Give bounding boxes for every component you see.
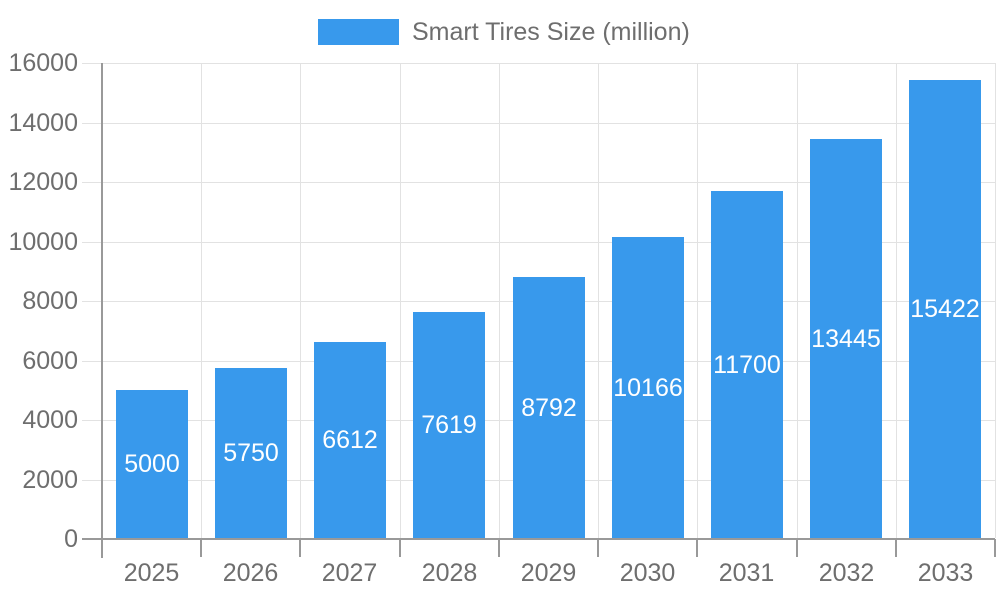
y-axis-tick-label: 2000	[22, 466, 78, 494]
x-axis-tick-label: 2030	[619, 559, 676, 587]
y-grid-line	[82, 123, 995, 124]
legend-label: Smart Tires Size (million)	[412, 18, 690, 46]
x-grid-line	[896, 63, 897, 538]
x-grid-line	[400, 63, 401, 538]
y-grid-line	[82, 182, 995, 183]
legend-swatch-icon	[318, 19, 399, 45]
x-axis-tick	[796, 539, 798, 557]
y-axis-tick-label: 8000	[22, 287, 78, 315]
y-axis-tick-label: 0	[64, 525, 78, 553]
x-grid-line	[300, 63, 301, 538]
x-axis-line	[82, 538, 995, 540]
y-axis-line	[101, 63, 103, 558]
bar-value-label: 5000	[124, 450, 180, 478]
y-grid-line	[82, 63, 995, 64]
x-grid-line	[697, 63, 698, 538]
x-axis-tick	[299, 539, 301, 557]
x-grid-line	[797, 63, 798, 538]
x-grid-line	[201, 63, 202, 538]
x-axis-tick-label: 2025	[123, 559, 180, 587]
bar[interactable]: 8792	[513, 277, 585, 538]
bar[interactable]: 13445	[810, 139, 882, 538]
x-grid-line	[995, 63, 996, 538]
y-axis-tick-label: 4000	[22, 406, 78, 434]
y-axis-tick-label: 12000	[8, 168, 78, 196]
x-axis-tick-label: 2033	[917, 559, 974, 587]
bar-value-label: 15422	[910, 295, 980, 323]
bar[interactable]: 6612	[314, 342, 386, 538]
x-axis-tick-label: 2027	[321, 559, 378, 587]
bar-value-label: 6612	[322, 426, 378, 454]
x-axis-tick-label: 2029	[520, 559, 577, 587]
bar-value-label: 5750	[223, 439, 279, 467]
bar[interactable]: 5000	[116, 390, 188, 538]
y-axis-tick-label: 6000	[22, 347, 78, 375]
y-axis-tick-label: 10000	[8, 228, 78, 256]
x-axis-tick	[895, 539, 897, 557]
bar-value-label: 8792	[521, 393, 577, 422]
x-axis-tick	[597, 539, 599, 557]
x-axis-tick	[399, 539, 401, 557]
bar[interactable]: 15422	[909, 80, 981, 538]
y-axis-tick-label: 14000	[8, 109, 78, 137]
y-grid-line	[82, 242, 995, 243]
bar[interactable]: 10166	[612, 237, 684, 538]
x-axis-tick-label: 2028	[421, 559, 478, 587]
x-axis-tick-label: 2026	[222, 559, 279, 587]
x-axis-tick	[200, 539, 202, 557]
bar[interactable]: 11700	[711, 191, 783, 538]
x-axis-tick-label: 2031	[718, 559, 775, 587]
x-axis-tick-label: 2032	[818, 559, 875, 587]
bar-value-label: 10166	[613, 373, 683, 402]
x-grid-line	[499, 63, 500, 538]
y-axis-tick-label: 16000	[8, 49, 78, 77]
x-axis-tick	[696, 539, 698, 557]
bar-value-label: 11700	[713, 350, 781, 379]
bar-value-label: 7619	[421, 411, 477, 439]
x-axis-tick	[994, 539, 996, 557]
bar-value-label: 13445	[811, 324, 881, 353]
bar[interactable]: 7619	[413, 312, 485, 538]
x-grid-line	[598, 63, 599, 538]
x-axis-tick	[498, 539, 500, 557]
legend[interactable]: Smart Tires Size (million)	[318, 17, 690, 47]
bar[interactable]: 5750	[215, 368, 287, 538]
